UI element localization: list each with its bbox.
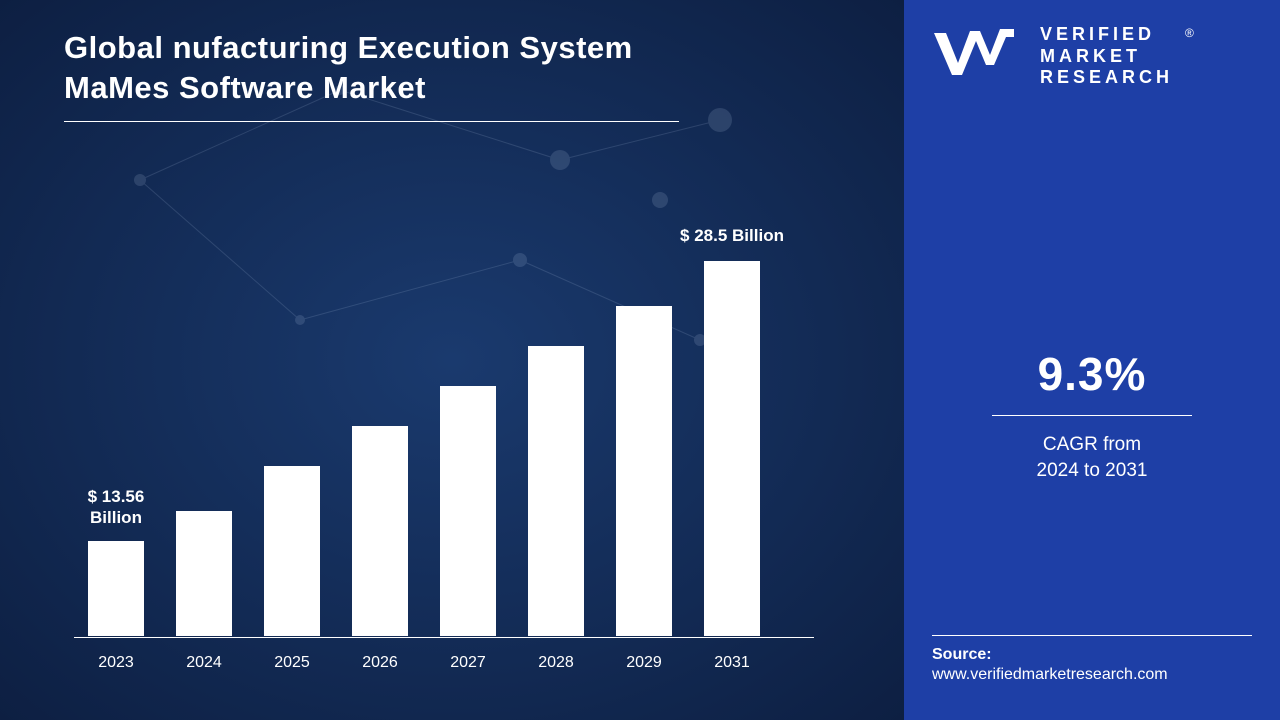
cagr-desc-line1: CAGR from (932, 432, 1252, 459)
cagr-description: CAGR from 2024 to 2031 (932, 432, 1252, 485)
bar-2023: $ 13.56 Billion (88, 541, 144, 636)
logo-line3: RESEARCH (1040, 67, 1173, 89)
main-chart-panel: Global nufacturing Execution System MaMe… (0, 0, 904, 720)
chart-title: Global nufacturing Execution System MaMe… (64, 28, 704, 109)
x-axis-labels: 2023 2024 2025 2026 2027 2028 2029 2031 (64, 654, 824, 672)
bar (88, 541, 144, 636)
x-label: 2025 (264, 654, 320, 672)
logo-mark-icon (932, 27, 1028, 85)
bar-chart: $ 13.56 Billion $ 28.5 Billion (64, 172, 824, 672)
sidebar-panel: VERIFIED MARKET RESEARCH ® 9.3% CAGR fro… (904, 0, 1280, 720)
logo-line2: MARKET (1040, 46, 1173, 68)
x-label: 2023 (88, 654, 144, 672)
source-label: Source: (932, 646, 1252, 664)
bar-2028 (528, 346, 584, 636)
bar (704, 261, 760, 636)
cagr-value: 9.3% (932, 347, 1252, 401)
bar (264, 466, 320, 636)
x-label: 2027 (440, 654, 496, 672)
bar-2026 (352, 426, 408, 636)
bar (616, 306, 672, 636)
source-underline (932, 635, 1252, 636)
x-axis-line (74, 637, 814, 638)
source-block: Source: www.verifiedmarketresearch.com (932, 635, 1252, 684)
bar (176, 511, 232, 636)
cagr-underline (992, 415, 1192, 416)
bars-container: $ 13.56 Billion $ 28.5 Billion (64, 196, 824, 636)
registered-mark: ® (1185, 26, 1194, 40)
bar-2027 (440, 386, 496, 636)
bar (440, 386, 496, 636)
source-url: www.verifiedmarketresearch.com (932, 666, 1252, 684)
bar (352, 426, 408, 636)
bar (528, 346, 584, 636)
bar-2025 (264, 466, 320, 636)
logo-text: VERIFIED MARKET RESEARCH (1040, 24, 1173, 89)
value-label-last: $ 28.5 Billion (680, 226, 784, 246)
logo-line1: VERIFIED (1040, 24, 1173, 46)
value-label-first: $ 13.56 Billion (64, 487, 168, 528)
cagr-block: 9.3% CAGR from 2024 to 2031 (932, 347, 1252, 485)
bar-2031: $ 28.5 Billion (704, 261, 760, 636)
x-label: 2026 (352, 654, 408, 672)
logo: VERIFIED MARKET RESEARCH ® (932, 24, 1252, 89)
bar-2029 (616, 306, 672, 636)
x-label: 2029 (616, 654, 672, 672)
bar-2024 (176, 511, 232, 636)
x-label: 2028 (528, 654, 584, 672)
x-label: 2031 (704, 654, 760, 672)
cagr-desc-line2: 2024 to 2031 (932, 458, 1252, 485)
title-underline (64, 121, 679, 122)
x-label: 2024 (176, 654, 232, 672)
